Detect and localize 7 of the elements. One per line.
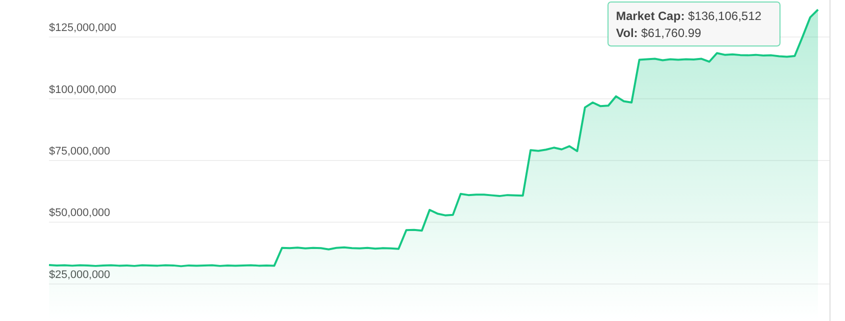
y-tick-label: $75,000,000 xyxy=(49,146,110,158)
annotation: Market Cap: $136,106,512 xyxy=(616,9,762,23)
annotation: Vol: $61,760.99 xyxy=(616,26,702,40)
y-tick-label: $100,000,000 xyxy=(49,84,116,96)
y-tick-label: $25,000,000 xyxy=(49,268,110,281)
y-tick-label: $125,000,000 xyxy=(49,22,116,34)
y-tick-label: $50,000,000 xyxy=(49,207,110,220)
